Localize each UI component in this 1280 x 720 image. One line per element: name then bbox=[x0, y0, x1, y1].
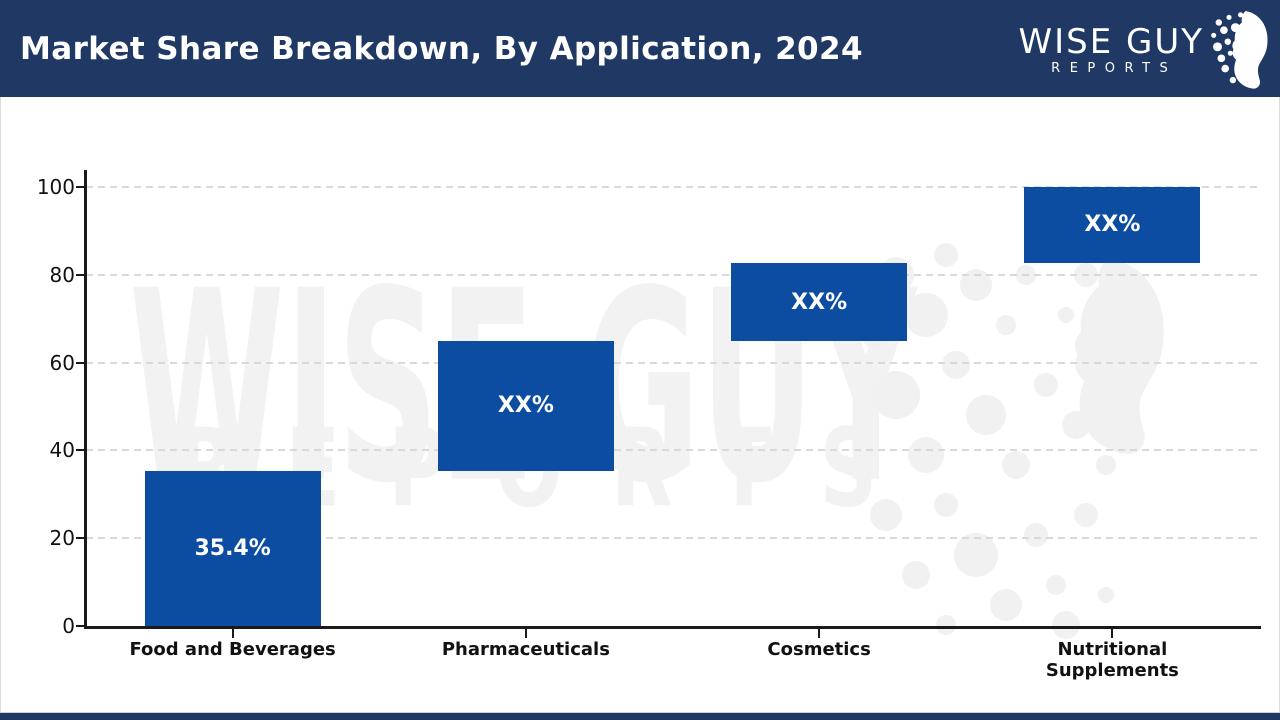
y-tick-label: 60 bbox=[49, 350, 75, 375]
plot-region: 35.4% XX% XX% XX% bbox=[86, 186, 1259, 626]
brand-face-icon bbox=[1211, 10, 1268, 89]
y-tick-mark bbox=[76, 361, 85, 364]
y-tick-mark bbox=[76, 186, 85, 188]
page-title: Market Share Breakdown, By Application, … bbox=[20, 30, 863, 67]
x-tick-mark bbox=[231, 629, 234, 638]
gridline bbox=[86, 186, 1259, 188]
bar-value-label: XX% bbox=[791, 289, 848, 315]
bar-value-label: XX% bbox=[1084, 212, 1141, 238]
x-tick-mark bbox=[1111, 629, 1114, 638]
y-tick-label: 20 bbox=[49, 526, 75, 551]
brand-subtitle: REPORTS bbox=[1051, 61, 1178, 76]
bar-value-label: XX% bbox=[497, 393, 554, 419]
y-tick-mark bbox=[76, 537, 85, 540]
y-tick-mark bbox=[76, 625, 85, 627]
chart-area: WISE GUY REPORTS 35.4%XX%XX%XX% 02 bbox=[0, 97, 1280, 713]
y-tick-label: 40 bbox=[49, 438, 75, 463]
gridline bbox=[86, 537, 1259, 540]
x-tick-mark bbox=[524, 629, 527, 638]
y-tick-label: 100 bbox=[36, 175, 75, 199]
y-axis-line bbox=[84, 170, 87, 629]
x-category-label: Nutritional Supplements bbox=[1045, 639, 1179, 681]
bar: XX% bbox=[437, 341, 614, 471]
x-category-label: Pharmaceuticals bbox=[441, 639, 610, 660]
x-tick-mark bbox=[818, 629, 821, 638]
x-category-label: Food and Beverages bbox=[129, 639, 336, 660]
y-tick-mark bbox=[76, 449, 85, 452]
bar: XX% bbox=[1024, 187, 1201, 263]
gridline bbox=[86, 361, 1259, 364]
bar-value-label: 35.4% bbox=[194, 535, 271, 561]
y-tick-label: 0 bbox=[62, 614, 75, 638]
bar: 35.4% bbox=[144, 470, 321, 626]
x-axis-line bbox=[84, 626, 1261, 629]
y-tick-mark bbox=[76, 273, 85, 276]
brand-logo-text: WISE GUY REPORTS bbox=[1018, 24, 1204, 76]
gridline bbox=[86, 273, 1259, 276]
y-tick-label: 80 bbox=[49, 262, 75, 287]
brand-wordmark: WISE GUY bbox=[1018, 22, 1204, 62]
bar: XX% bbox=[731, 262, 908, 342]
footer-bar bbox=[0, 713, 1280, 720]
header: Market Share Breakdown, By Application, … bbox=[0, 0, 1280, 97]
gridline bbox=[86, 449, 1259, 452]
brand-logo: WISE GUY REPORTS bbox=[1018, 6, 1270, 94]
x-category-label: Cosmetics bbox=[767, 639, 871, 660]
